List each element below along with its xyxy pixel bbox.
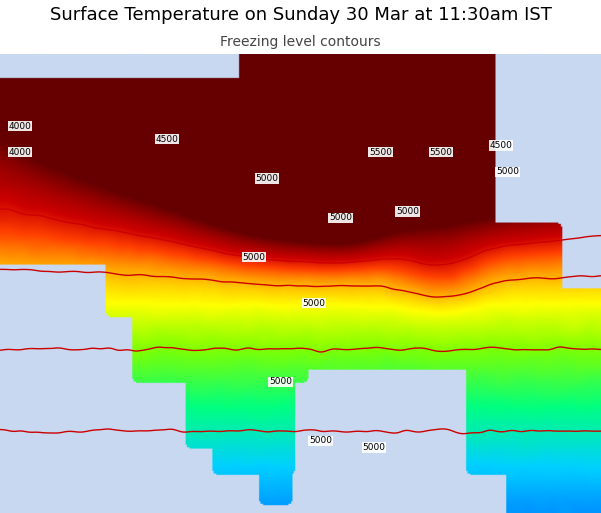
Text: 4500: 4500 bbox=[489, 141, 512, 150]
Text: Surface Temperature on Sunday 30 Mar at 11:30am IST: Surface Temperature on Sunday 30 Mar at … bbox=[49, 6, 552, 24]
Text: 5000: 5000 bbox=[396, 207, 419, 216]
Text: 5000: 5000 bbox=[242, 253, 265, 262]
Text: 5000: 5000 bbox=[496, 167, 519, 176]
Text: 4000: 4000 bbox=[8, 122, 31, 130]
Text: 5000: 5000 bbox=[255, 174, 279, 183]
Text: 4500: 4500 bbox=[156, 134, 178, 144]
Text: 5000: 5000 bbox=[309, 437, 332, 445]
Text: 5000: 5000 bbox=[362, 443, 385, 452]
Text: 5500: 5500 bbox=[369, 148, 392, 157]
Text: 5000: 5000 bbox=[302, 299, 325, 308]
Text: 5500: 5500 bbox=[429, 148, 452, 157]
Text: 5000: 5000 bbox=[269, 378, 292, 386]
Text: 4000: 4000 bbox=[8, 148, 31, 157]
Text: 5000: 5000 bbox=[329, 213, 352, 222]
Text: Freezing level contours: Freezing level contours bbox=[220, 35, 381, 49]
